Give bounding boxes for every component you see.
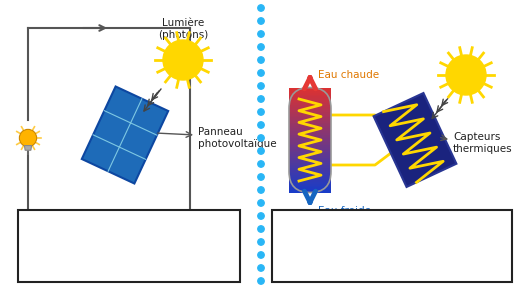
Circle shape bbox=[258, 18, 264, 24]
Bar bbox=[289, 189, 331, 191]
Circle shape bbox=[258, 83, 264, 89]
Bar bbox=[289, 93, 331, 95]
Bar bbox=[289, 175, 331, 177]
Bar bbox=[289, 187, 331, 189]
Bar bbox=[289, 88, 331, 90]
Bar bbox=[289, 114, 331, 116]
Bar bbox=[289, 102, 331, 104]
Bar bbox=[289, 152, 331, 155]
Bar bbox=[289, 157, 331, 160]
Bar bbox=[289, 170, 331, 172]
Bar bbox=[289, 112, 331, 114]
Bar bbox=[289, 147, 331, 149]
Circle shape bbox=[258, 5, 264, 11]
Text: Capteurs
thermiques: Capteurs thermiques bbox=[453, 132, 513, 154]
Bar bbox=[289, 145, 331, 148]
Bar bbox=[289, 128, 331, 130]
Bar bbox=[289, 100, 331, 102]
Circle shape bbox=[258, 278, 264, 284]
Circle shape bbox=[258, 239, 264, 245]
Polygon shape bbox=[82, 86, 168, 184]
Polygon shape bbox=[374, 93, 456, 187]
Bar bbox=[289, 186, 331, 188]
Bar bbox=[289, 115, 331, 118]
Bar bbox=[289, 140, 331, 142]
Bar bbox=[289, 98, 331, 100]
Bar bbox=[289, 184, 331, 186]
Bar bbox=[289, 142, 331, 144]
Circle shape bbox=[258, 109, 264, 115]
Text: Eau froide: Eau froide bbox=[318, 206, 371, 215]
Polygon shape bbox=[25, 146, 32, 150]
Bar bbox=[289, 151, 331, 153]
Circle shape bbox=[446, 55, 486, 95]
Bar bbox=[289, 191, 331, 193]
Circle shape bbox=[258, 70, 264, 76]
Bar bbox=[289, 107, 331, 109]
Circle shape bbox=[258, 213, 264, 219]
Bar bbox=[289, 164, 331, 167]
Text: Lumière
(photons): Lumière (photons) bbox=[158, 18, 208, 40]
Circle shape bbox=[258, 31, 264, 37]
Circle shape bbox=[19, 129, 37, 147]
Bar bbox=[289, 159, 331, 162]
Bar bbox=[289, 179, 331, 181]
Bar bbox=[289, 122, 331, 125]
Circle shape bbox=[163, 40, 203, 80]
Bar bbox=[289, 121, 331, 123]
Text: Panneau
photovoltaïque: Panneau photovoltaïque bbox=[198, 127, 277, 149]
Text: Panneau solaire
thermique: Panneau solaire thermique bbox=[334, 230, 450, 267]
Bar bbox=[289, 149, 331, 151]
Bar bbox=[289, 110, 331, 113]
FancyBboxPatch shape bbox=[272, 210, 512, 282]
Bar bbox=[289, 124, 331, 126]
Circle shape bbox=[258, 161, 264, 167]
Bar bbox=[289, 144, 331, 146]
Bar bbox=[289, 163, 331, 165]
FancyBboxPatch shape bbox=[18, 210, 240, 282]
Bar bbox=[289, 133, 331, 135]
Circle shape bbox=[258, 44, 264, 50]
Bar bbox=[289, 154, 331, 156]
Bar bbox=[289, 131, 331, 133]
Bar bbox=[289, 138, 331, 140]
Bar bbox=[289, 173, 331, 175]
Circle shape bbox=[258, 57, 264, 63]
Circle shape bbox=[258, 265, 264, 271]
Bar bbox=[289, 126, 331, 128]
Bar bbox=[289, 182, 331, 184]
Bar bbox=[289, 171, 331, 174]
Bar bbox=[289, 108, 331, 111]
Bar bbox=[289, 135, 331, 137]
Circle shape bbox=[258, 200, 264, 206]
Bar bbox=[289, 180, 331, 182]
Bar bbox=[289, 119, 331, 121]
Bar bbox=[289, 117, 331, 119]
Bar bbox=[289, 95, 331, 97]
Circle shape bbox=[258, 252, 264, 258]
Text: Courant électrique: Courant électrique bbox=[59, 252, 157, 262]
Bar bbox=[289, 161, 331, 163]
Bar bbox=[289, 105, 331, 107]
Bar bbox=[289, 89, 331, 92]
Bar bbox=[289, 177, 331, 179]
Circle shape bbox=[258, 148, 264, 154]
Text: Eau chaude: Eau chaude bbox=[318, 70, 379, 81]
Bar bbox=[289, 130, 331, 132]
Circle shape bbox=[258, 122, 264, 128]
Bar bbox=[289, 91, 331, 93]
Text: Panneaux solaire
photovoltaïque: Panneaux solaire photovoltaïque bbox=[66, 230, 192, 267]
Bar bbox=[289, 168, 331, 170]
Bar bbox=[289, 137, 331, 139]
Bar bbox=[289, 166, 331, 168]
Circle shape bbox=[258, 226, 264, 232]
Bar bbox=[289, 156, 331, 158]
Circle shape bbox=[258, 187, 264, 193]
Bar bbox=[289, 103, 331, 106]
Circle shape bbox=[258, 174, 264, 180]
Circle shape bbox=[258, 96, 264, 102]
Bar bbox=[289, 96, 331, 99]
Circle shape bbox=[258, 135, 264, 141]
